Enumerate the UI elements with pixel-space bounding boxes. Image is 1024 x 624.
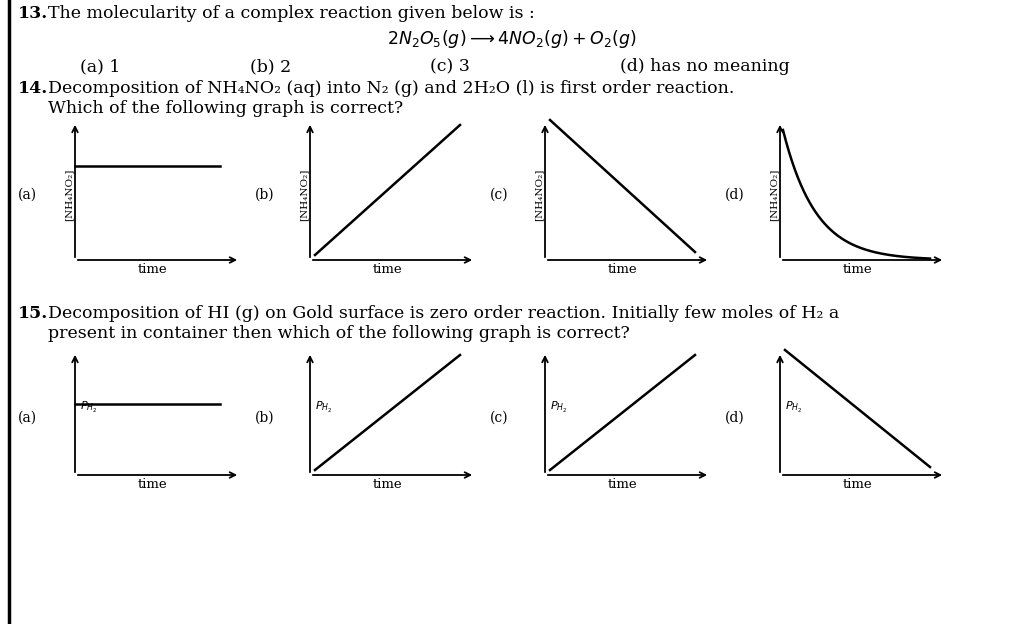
Text: $P_{H_2}$: $P_{H_2}$ <box>315 400 333 415</box>
Text: (d) has no meaning: (d) has no meaning <box>620 58 790 75</box>
Text: time: time <box>137 263 167 276</box>
Text: $P_{H_2}$: $P_{H_2}$ <box>550 400 567 415</box>
Text: time: time <box>843 478 872 491</box>
Text: (c): (c) <box>490 411 509 424</box>
Text: time: time <box>607 478 637 491</box>
Text: [NH₄NO₂]: [NH₄NO₂] <box>534 169 543 221</box>
Text: (b): (b) <box>255 411 274 424</box>
Text: time: time <box>607 263 637 276</box>
Text: Decomposition of HI (g) on Gold surface is zero order reaction. Initially few mo: Decomposition of HI (g) on Gold surface … <box>48 305 840 322</box>
Text: [NH₄NO₂]: [NH₄NO₂] <box>769 169 778 221</box>
Text: $P_{H_2}$: $P_{H_2}$ <box>785 400 803 415</box>
Text: [NH₄NO₂]: [NH₄NO₂] <box>299 169 308 221</box>
Text: (a) 1: (a) 1 <box>80 58 121 75</box>
Text: (b): (b) <box>255 188 274 202</box>
Text: [NH₄NO₂]: [NH₄NO₂] <box>63 169 73 221</box>
Text: 14.: 14. <box>18 80 48 97</box>
Text: time: time <box>843 263 872 276</box>
Text: $P_{H_2}$: $P_{H_2}$ <box>80 400 97 415</box>
Text: (c): (c) <box>490 188 509 202</box>
Text: $2N_2O_5(g) \longrightarrow 4NO_2(g)+O_2(g)$: $2N_2O_5(g) \longrightarrow 4NO_2(g)+O_2… <box>387 28 637 50</box>
Text: (d): (d) <box>725 411 744 424</box>
Text: present in container then which of the following graph is correct?: present in container then which of the f… <box>48 325 630 342</box>
Text: (b) 2: (b) 2 <box>250 58 291 75</box>
Text: (a): (a) <box>18 411 37 424</box>
Text: 15.: 15. <box>18 305 48 322</box>
Text: The molecularity of a complex reaction given below is :: The molecularity of a complex reaction g… <box>48 5 535 22</box>
Text: Which of the following graph is correct?: Which of the following graph is correct? <box>48 100 403 117</box>
Text: 13.: 13. <box>18 5 48 22</box>
Text: (c) 3: (c) 3 <box>430 58 470 75</box>
Text: (d): (d) <box>725 188 744 202</box>
Text: time: time <box>373 478 402 491</box>
Text: (a): (a) <box>18 188 37 202</box>
Text: Decomposition of NH₄NO₂ (aq) into N₂ (g) and 2H₂O (l) is first order reaction.: Decomposition of NH₄NO₂ (aq) into N₂ (g)… <box>48 80 734 97</box>
Text: time: time <box>373 263 402 276</box>
Text: time: time <box>137 478 167 491</box>
